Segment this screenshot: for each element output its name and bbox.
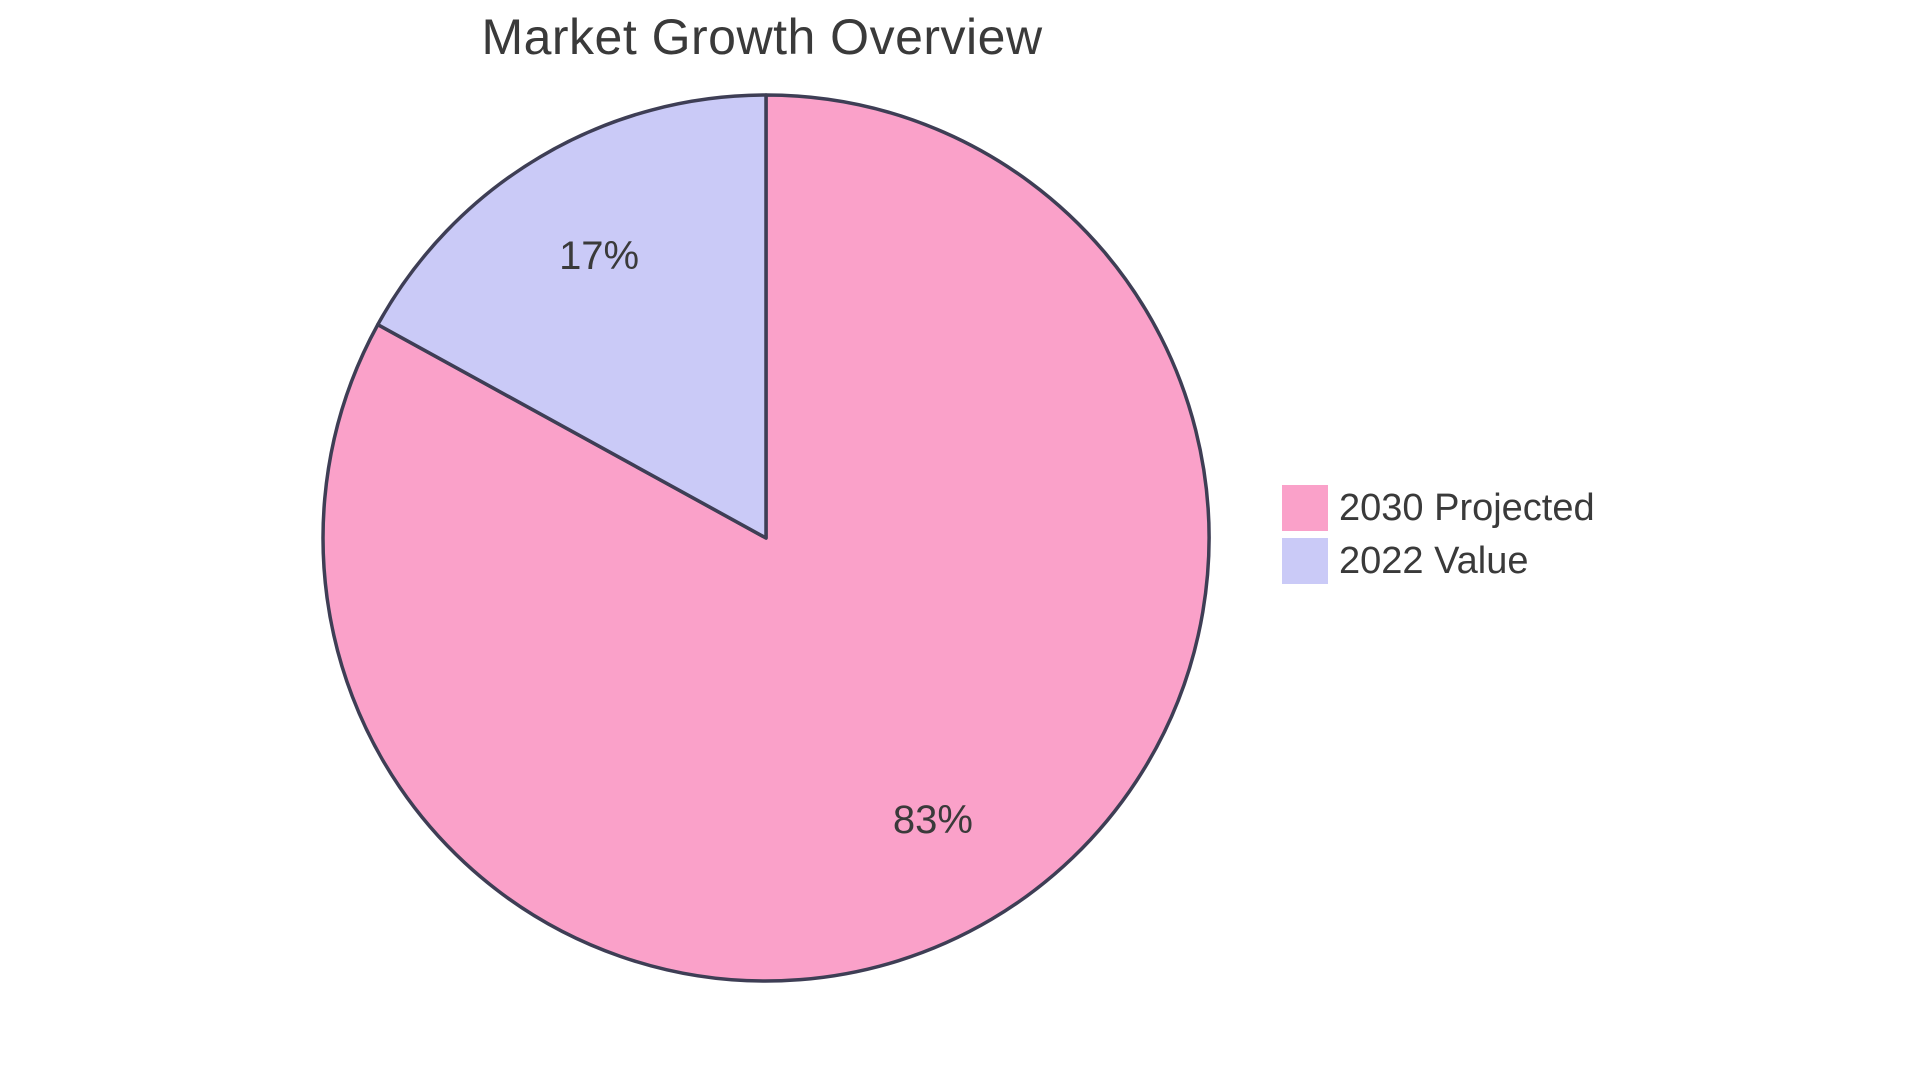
legend-label-2022-value: 2022 Value (1339, 539, 1529, 582)
pie-slice-2022-value[interactable] (376, 93, 768, 540)
slice-label-2030-projected: 83% (893, 798, 973, 842)
legend-item-2030-projected[interactable]: 2030 Projected (1282, 485, 1595, 531)
legend-item-2022-value[interactable]: 2022 Value (1282, 538, 1595, 584)
legend: 2030 Projected 2022 Value (1282, 485, 1595, 591)
legend-label-2030-projected: 2030 Projected (1339, 486, 1595, 529)
chart-title: Market Growth Overview (481, 9, 1043, 65)
legend-swatch-2030-projected (1282, 485, 1328, 531)
slice-label-2022-value: 17% (559, 234, 639, 278)
legend-swatch-2022-value (1282, 538, 1328, 584)
